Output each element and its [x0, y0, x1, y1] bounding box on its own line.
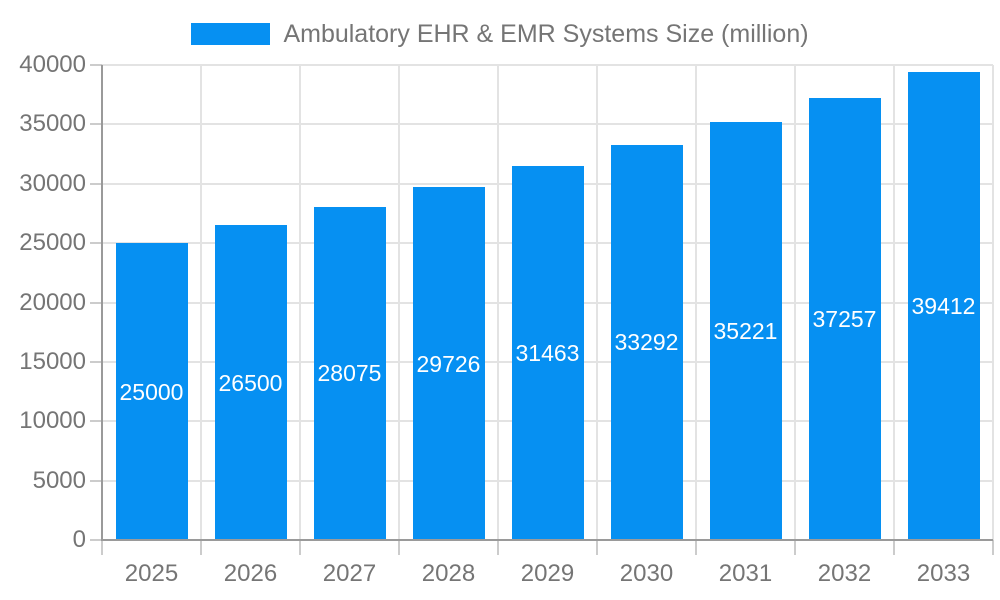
chart-legend[interactable]: Ambulatory EHR & EMR Systems Size (milli…	[0, 17, 1000, 51]
bar-2027[interactable]	[313, 206, 386, 540]
y-axis-tick	[90, 479, 102, 482]
y-tick-label: 0	[72, 526, 86, 553]
y-tick-label: 20000	[19, 288, 86, 316]
x-axis-tick	[299, 540, 301, 555]
y-axis-tick	[90, 420, 102, 423]
x-tick-label: 2029	[520, 560, 575, 587]
bar-value-label: 35221	[713, 317, 778, 344]
x-tick-label: 2032	[817, 560, 872, 587]
x-gridline	[794, 65, 796, 540]
y-tick-label: 10000	[19, 407, 86, 435]
bar-2029[interactable]	[511, 166, 584, 540]
y-axis-line	[101, 65, 103, 540]
bar-value-label: 31463	[515, 340, 580, 367]
x-gridline	[695, 65, 697, 540]
x-axis-tick	[200, 540, 202, 555]
bar-2033[interactable]	[907, 71, 980, 540]
bar-2026[interactable]	[214, 225, 287, 540]
bar-2028[interactable]	[412, 187, 485, 540]
y-axis-tick	[90, 64, 102, 66]
x-gridline	[992, 65, 994, 540]
y-tick-label: 25000	[19, 229, 86, 257]
legend-label: Ambulatory EHR & EMR Systems Size (milli…	[283, 19, 809, 48]
y-tick-label: 40000	[19, 51, 86, 78]
x-gridline	[893, 65, 895, 540]
x-tick-label: 2027	[322, 560, 377, 587]
x-axis-tick	[695, 540, 697, 555]
y-gridline	[102, 64, 993, 66]
x-gridline	[497, 65, 499, 540]
bar-value-label: 29726	[416, 350, 481, 377]
x-axis-tick	[794, 540, 796, 555]
x-axis-tick	[101, 540, 103, 555]
x-axis-tick	[893, 540, 895, 555]
y-tick-label: 5000	[32, 466, 86, 494]
x-axis-tick	[596, 540, 598, 555]
x-tick-label: 2028	[421, 560, 476, 587]
bar-value-label: 26500	[218, 369, 283, 396]
y-axis-tick	[90, 182, 102, 185]
x-tick-label: 2025	[124, 560, 179, 587]
x-gridline	[398, 65, 400, 540]
x-axis-tick	[398, 540, 400, 555]
bar-2025[interactable]	[115, 243, 188, 540]
bar-2031[interactable]	[709, 121, 782, 540]
bar-value-label: 39412	[911, 292, 976, 319]
bar-value-label: 33292	[614, 329, 679, 356]
x-tick-label: 2026	[223, 560, 278, 587]
y-axis-tick	[90, 242, 102, 245]
x-gridline	[596, 65, 598, 540]
y-tick-label: 30000	[19, 169, 86, 197]
x-tick-label: 2033	[916, 560, 971, 587]
legend-swatch	[191, 23, 271, 45]
x-axis-tick	[497, 540, 499, 555]
bar-2030[interactable]	[610, 144, 683, 540]
x-gridline	[299, 65, 301, 540]
x-gridline	[200, 65, 202, 540]
y-tick-label: 15000	[19, 347, 86, 375]
x-tick-label: 2031	[718, 560, 773, 587]
bar-value-label: 28075	[317, 360, 382, 387]
y-tick-label: 35000	[19, 110, 86, 138]
bar-2032[interactable]	[808, 97, 881, 540]
x-tick-label: 2030	[619, 560, 674, 587]
y-axis-tick	[90, 301, 102, 304]
bar-value-label: 37257	[812, 305, 877, 332]
y-axis-tick	[90, 539, 102, 541]
bar-value-label: 25000	[119, 378, 184, 405]
x-axis-tick	[992, 540, 994, 555]
y-axis-tick	[90, 123, 102, 126]
y-axis-tick	[90, 360, 102, 363]
